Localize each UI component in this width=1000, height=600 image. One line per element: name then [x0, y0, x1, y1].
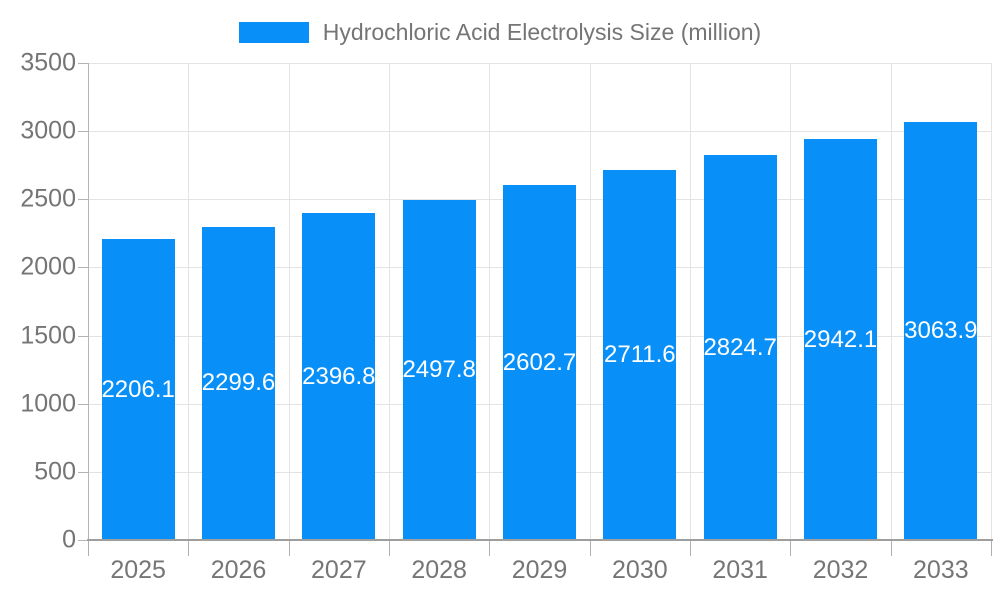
x-axis-tick-label: 2029	[511, 556, 568, 584]
y-axis-tick-label: 1000	[20, 389, 76, 418]
gridline-vertical	[890, 63, 892, 540]
y-axis-tick-label: 0	[62, 525, 76, 554]
bar-value-label: 2711.6	[604, 341, 676, 369]
bar-2028[interactable]: 2497.8	[402, 199, 476, 540]
x-axis-tick-label: 2027	[311, 556, 367, 584]
bar-value-label: 2206.1	[101, 375, 175, 403]
bar-2029[interactable]: 2602.7	[503, 185, 576, 540]
y-axis-tick	[78, 63, 88, 64]
gridline-vertical	[690, 63, 691, 540]
bar-2031[interactable]: 2824.7	[703, 155, 777, 540]
y-axis-tick	[78, 267, 88, 269]
y-axis-tick-label: 500	[34, 457, 76, 486]
y-axis-tick	[78, 403, 88, 405]
x-axis-tick-label: 2031	[712, 556, 768, 584]
x-axis-tick-label: 2033	[913, 556, 969, 584]
gridline-horizontal	[88, 63, 991, 64]
bar-value-label: 3063.9	[904, 317, 978, 345]
y-axis-tick-label: 2000	[20, 252, 76, 281]
x-axis-tick-label: 2025	[110, 556, 166, 584]
gridline-vertical	[589, 63, 591, 540]
gridline-vertical	[790, 63, 792, 540]
gridline-vertical	[489, 63, 491, 540]
y-axis-tick-label: 1500	[20, 321, 76, 350]
legend-label: Hydrochloric Acid Electrolysis Size (mil…	[322, 19, 762, 45]
legend-swatch	[238, 22, 309, 43]
legend[interactable]: Hydrochloric Acid Electrolysis Size (mil…	[0, 21, 1000, 44]
gridline-vertical	[991, 63, 992, 540]
bar-2025[interactable]: 2206.1	[101, 239, 175, 540]
x-axis-tick	[389, 540, 390, 556]
y-axis-line	[88, 63, 89, 540]
bar-2026[interactable]: 2299.6	[201, 226, 276, 540]
x-axis-tick	[489, 540, 491, 556]
bar-2033[interactable]: 3063.9	[904, 122, 978, 540]
gridline-vertical	[188, 63, 190, 540]
bar-value-label: 2824.7	[703, 333, 777, 361]
x-axis-tick	[991, 540, 992, 556]
x-axis-tick-label: 2028	[411, 556, 467, 584]
plot-area: 2206.1 2299.6 2396.8 2497.8 2602.7 2711.6 2824…	[88, 63, 992, 540]
bar-value-label: 2299.6	[201, 369, 276, 397]
bar-2030[interactable]: 2711.6	[603, 170, 677, 540]
x-axis-tick	[890, 540, 892, 556]
x-axis-tick	[288, 540, 290, 556]
bar-value-label: 2602.7	[502, 348, 577, 376]
x-axis-tick-label: 2030	[612, 556, 668, 584]
y-axis-tick	[78, 540, 88, 541]
x-axis-tick	[188, 540, 190, 556]
x-axis-line	[87, 539, 993, 541]
gridline-vertical	[288, 63, 290, 540]
x-axis-tick	[589, 540, 591, 556]
gridline-horizontal	[88, 131, 991, 133]
gridline-vertical	[389, 63, 390, 540]
x-axis-tick	[88, 540, 89, 556]
y-axis-tick	[78, 471, 88, 473]
y-axis-tick	[78, 131, 88, 133]
y-axis-tick-label: 3500	[20, 48, 76, 77]
bar-2032[interactable]: 2942.1	[804, 139, 877, 540]
x-axis-tick	[690, 540, 691, 556]
x-axis-tick	[790, 540, 792, 556]
bar-2027[interactable]: 2396.8	[302, 213, 376, 540]
bar-value-label: 2497.8	[402, 355, 476, 383]
y-axis-tick	[78, 199, 88, 201]
y-axis-tick	[78, 335, 88, 337]
x-axis-tick-label: 2032	[812, 556, 869, 584]
bar-value-label: 2942.1	[803, 325, 878, 353]
y-axis-tick-label: 2500	[20, 184, 76, 213]
bar-value-label: 2396.8	[302, 362, 376, 390]
y-axis-tick-label: 3000	[20, 116, 76, 145]
x-axis-tick-label: 2026	[210, 556, 267, 584]
